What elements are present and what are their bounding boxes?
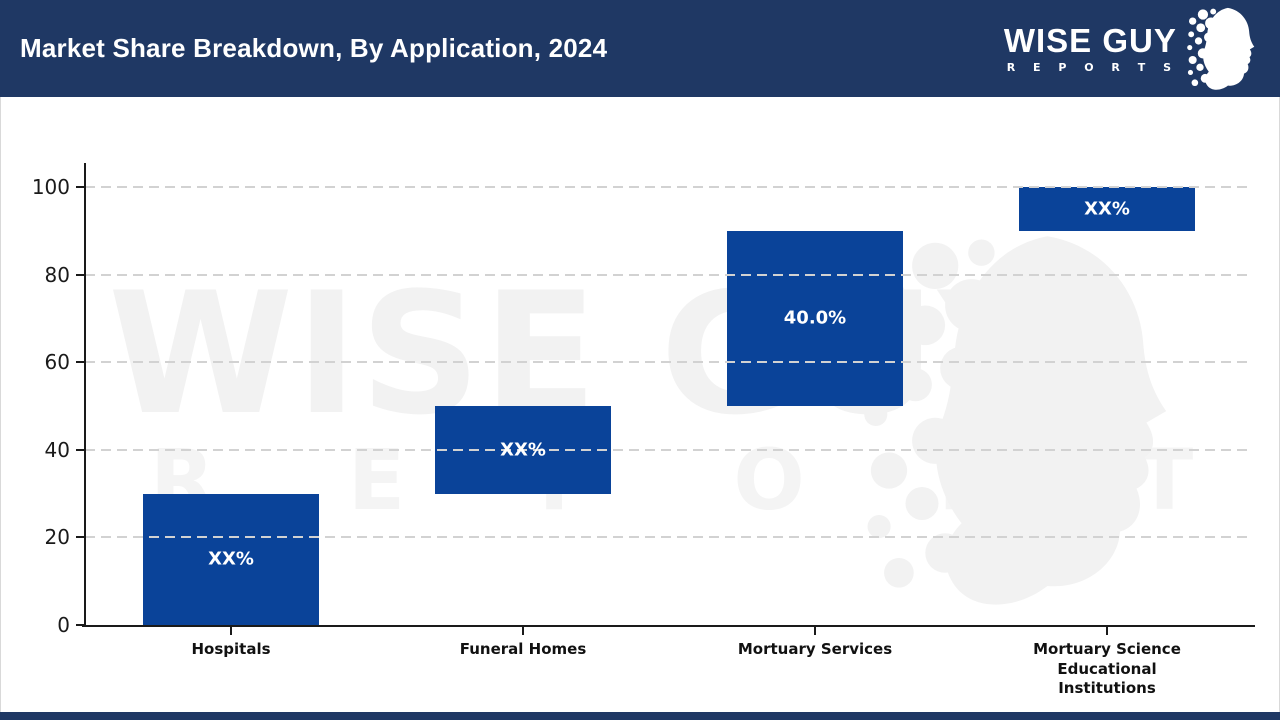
bar-value-label: XX% [1084, 198, 1130, 220]
gridline [85, 536, 1253, 539]
y-tick-mark [76, 273, 84, 276]
x-tick-mark [522, 627, 524, 635]
header: Market Share Breakdown, By Application, … [0, 0, 1280, 97]
x-tick-mark [230, 627, 232, 635]
y-tick-mark [76, 361, 84, 364]
gridline [85, 361, 1253, 364]
x-axis [82, 625, 1255, 627]
bar [1019, 187, 1195, 231]
page-title: Market Share Breakdown, By Application, … [20, 33, 608, 63]
brand-logo-text: WISE GUY R E P O R T S [1003, 24, 1178, 73]
y-tick-label: 0 [57, 613, 70, 637]
x-tick-label: Hospitals [191, 640, 271, 658]
bar-value-label: 40.0% [783, 307, 847, 329]
y-tick-label: 100 [31, 175, 70, 199]
gridline [85, 273, 1253, 276]
brand-logo: WISE GUY R E P O R T S [1003, 5, 1280, 93]
y-tick-label: 80 [44, 262, 70, 287]
bar [727, 230, 903, 406]
x-tick-label: Mortuary Services [737, 640, 893, 658]
footer-bar [0, 712, 1280, 720]
y-tick-mark [76, 186, 84, 188]
y-tick-mark [76, 624, 84, 626]
y-tick-mark [76, 536, 84, 539]
y-axis [84, 163, 86, 627]
x-tick-label: Mortuary Science Educational Institutions [1033, 640, 1181, 697]
bar-value-label: XX% [208, 548, 254, 570]
brand-dotted-head-icon [1187, 7, 1255, 90]
watermark-dotted-head-icon [864, 236, 1167, 605]
y-tick-mark [76, 448, 84, 451]
brand-reports-label: R E P O R T S [1006, 61, 1178, 74]
gridline [85, 186, 1253, 188]
x-tick-label: Funeral Homes [459, 640, 587, 658]
y-tick-label: 60 [44, 350, 70, 375]
y-tick-label: 40 [44, 437, 70, 462]
bar-value-label: XX% [500, 439, 546, 461]
x-tick-mark [814, 627, 816, 635]
y-tick-label: 20 [44, 525, 70, 550]
brand-name-label: WISE GUY [1003, 22, 1177, 59]
x-tick-mark [1106, 627, 1108, 635]
bar [143, 493, 319, 625]
gridline [85, 448, 1253, 451]
